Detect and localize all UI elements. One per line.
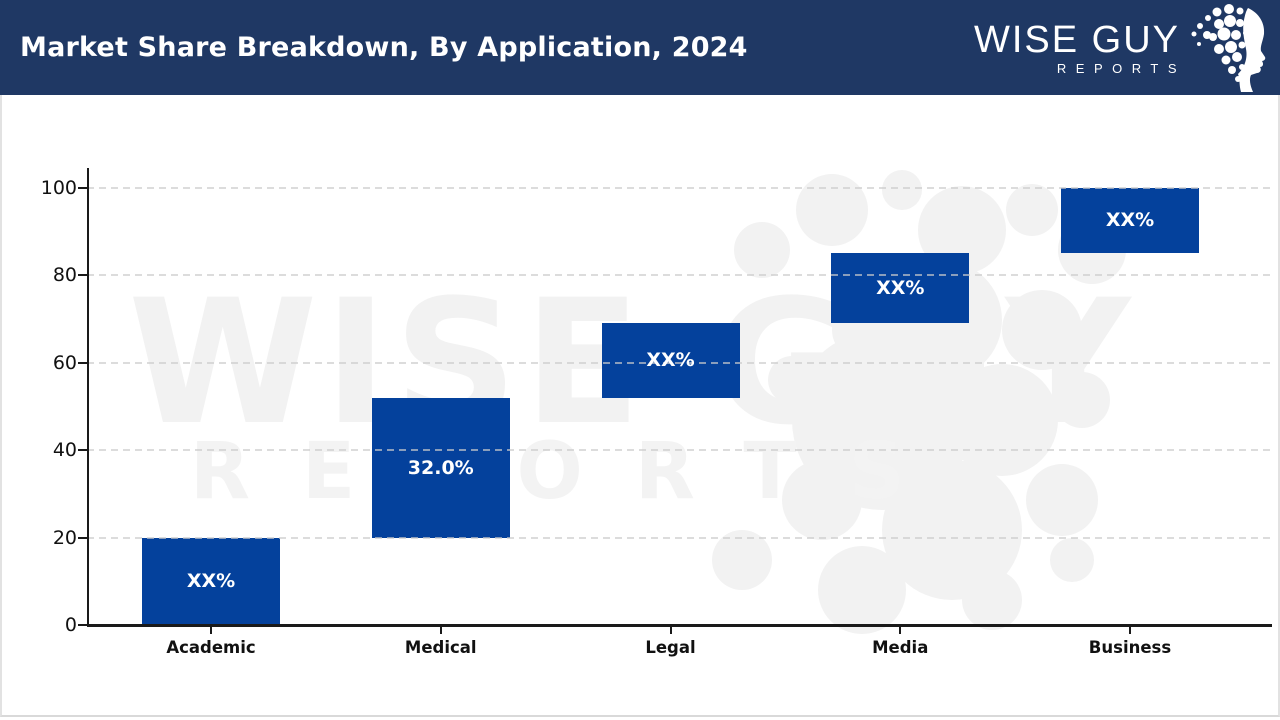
header-bar: Market Share Breakdown, By Application, … bbox=[0, 0, 1280, 95]
watermark-wiseguy-text: WISE GUY bbox=[128, 262, 1137, 463]
logo-wiseguy-text: WISE GUY bbox=[973, 18, 1180, 61]
figure-title: Market Share Breakdown, By Application, … bbox=[20, 32, 748, 63]
watermark-head-dots bbox=[712, 170, 1126, 634]
logo-head-icon bbox=[1191, 3, 1266, 92]
watermark-reports-text: REPORTS bbox=[190, 427, 957, 517]
chart-frame: WISE GUY REPORTS bbox=[0, 95, 1280, 717]
logo-reports-text: REPORTS bbox=[1056, 60, 1186, 76]
wiseguy-logo-text: WISE GUY REPORTS bbox=[974, 21, 1180, 75]
wiseguy-logo: WISE GUY REPORTS bbox=[974, 3, 1266, 92]
